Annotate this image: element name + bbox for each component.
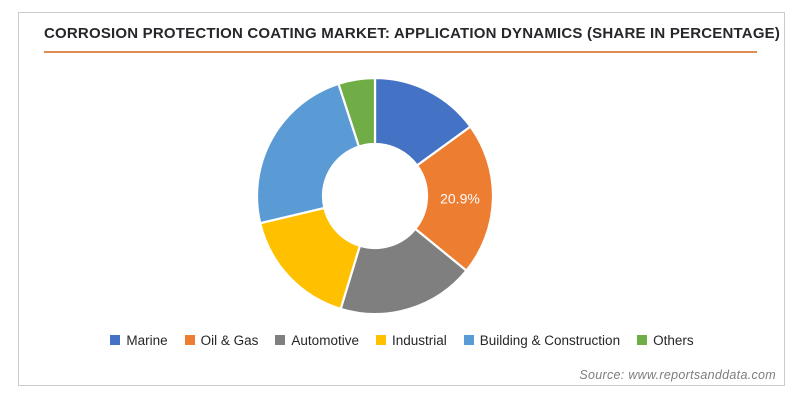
legend-marker-others [637,335,648,345]
legend-item-marine: Marine [110,332,168,348]
legend-label-oil-gas: Oil & Gas [200,332,259,348]
legend-marker-oil-gas [184,335,195,345]
donut-slice-industrial [258,206,362,311]
chart-legend: Marine Oil & Gas Automotive Industrial Build… [19,330,785,350]
legend-item-oil-gas: Oil & Gas [184,332,259,348]
donut-slice-building-construction [255,82,361,225]
legend-item-building-construction: Building & Construction [463,332,621,348]
chart-frame [18,12,785,386]
legend-marker-automotive [275,335,286,345]
legend-item-automotive: Automotive [275,333,359,348]
legend-label-others: Others [653,332,694,348]
donut-slice-others [337,76,377,148]
legend-label-automotive: Automotive [291,332,359,348]
donut-slice-oil-gas [413,125,495,273]
legend-label-building-construction: Building & Construction [479,332,621,348]
legend-marker-marine [110,335,121,345]
source-attribution: Source: www.reportsanddata.com [579,368,776,382]
legend-item-industrial: Industrial [375,332,447,348]
legend-marker-industrial [375,335,386,345]
legend-item-others: Others [637,333,694,348]
donut-slice-automotive [339,227,468,316]
title-accent-rule [44,51,757,53]
legend-label-marine: Marine [126,332,168,348]
legend-label-industrial: Industrial [391,332,447,348]
data-label-oil-gas: 20.9% [440,190,480,206]
chart-title: CORROSION PROTECTION COATING MARKET: APP… [44,25,781,42]
donut-chart: 20.9% [255,76,495,316]
legend-marker-building-construction [463,335,474,345]
donut-chart-area: 20.9% [245,66,505,326]
